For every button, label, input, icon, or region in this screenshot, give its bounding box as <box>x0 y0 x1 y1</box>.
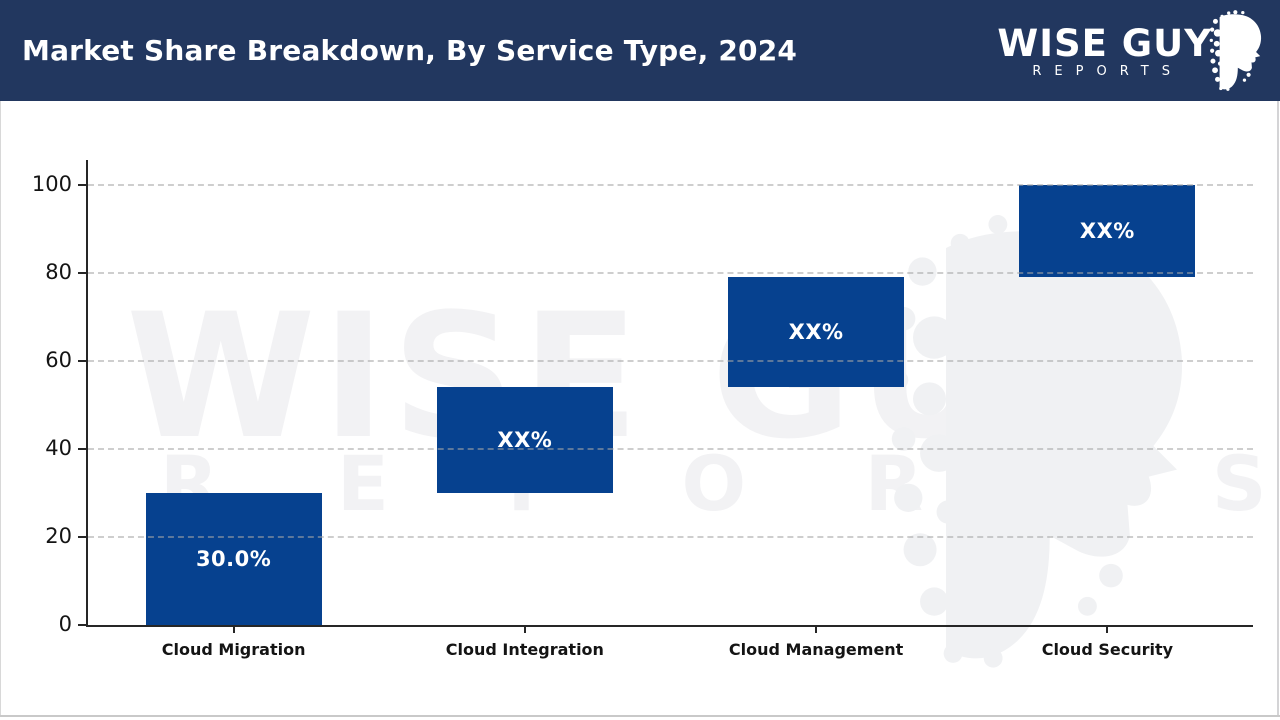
y-tick-label: 60 <box>45 348 72 372</box>
brand-subname: REPORTS <box>1032 64 1183 80</box>
x-category-label: Cloud Migration <box>161 640 306 659</box>
y-tick-label: 80 <box>45 260 72 284</box>
brand-name: WISE GUY <box>997 21 1212 65</box>
y-tick-label: 20 <box>45 524 72 548</box>
x-category-label: Cloud Integration <box>445 640 604 659</box>
page-border-left <box>0 101 1 717</box>
gridline <box>88 184 1253 186</box>
page-border-right <box>1277 101 1279 717</box>
y-tick-mark <box>78 184 86 186</box>
x-category-label: Cloud Management <box>728 640 904 659</box>
header-bar: Market Share Breakdown, By Service Type,… <box>0 0 1280 101</box>
y-axis <box>86 160 88 627</box>
x-tick-mark <box>232 625 235 633</box>
y-tick-label: 100 <box>31 172 72 196</box>
bar-value-label: 30.0% <box>195 547 272 571</box>
footer-divider <box>0 715 1280 717</box>
y-tick-label: 0 <box>58 612 72 636</box>
gridline <box>88 360 1253 362</box>
bar-value-label: XX% <box>788 320 844 345</box>
gridline <box>88 272 1253 274</box>
brand-face-icon <box>1209 10 1262 91</box>
bar-segment: XX% <box>728 277 905 388</box>
y-tick-mark <box>78 272 86 274</box>
bar-segment: 30.0% <box>145 493 322 625</box>
x-tick-mark <box>523 625 526 633</box>
brand-logo-text: WISE GUY REPORTS <box>997 21 1212 80</box>
brand-logo: WISE GUY REPORTS <box>997 8 1266 96</box>
gridline <box>88 448 1253 450</box>
gridline <box>88 536 1253 538</box>
y-tick-label: 40 <box>45 436 72 460</box>
x-tick-mark <box>815 625 818 633</box>
y-tick-mark <box>78 360 86 362</box>
page-title: Market Share Breakdown, By Service Type,… <box>22 34 798 67</box>
bar-segment: XX% <box>1019 185 1196 278</box>
x-axis <box>86 625 1253 627</box>
bar-segment: XX% <box>436 387 613 493</box>
y-tick-mark <box>78 448 86 450</box>
y-tick-mark <box>78 536 86 538</box>
bar-value-label: XX% <box>1079 219 1135 244</box>
y-tick-mark <box>78 624 86 626</box>
x-category-label: Cloud Security <box>1041 640 1174 659</box>
